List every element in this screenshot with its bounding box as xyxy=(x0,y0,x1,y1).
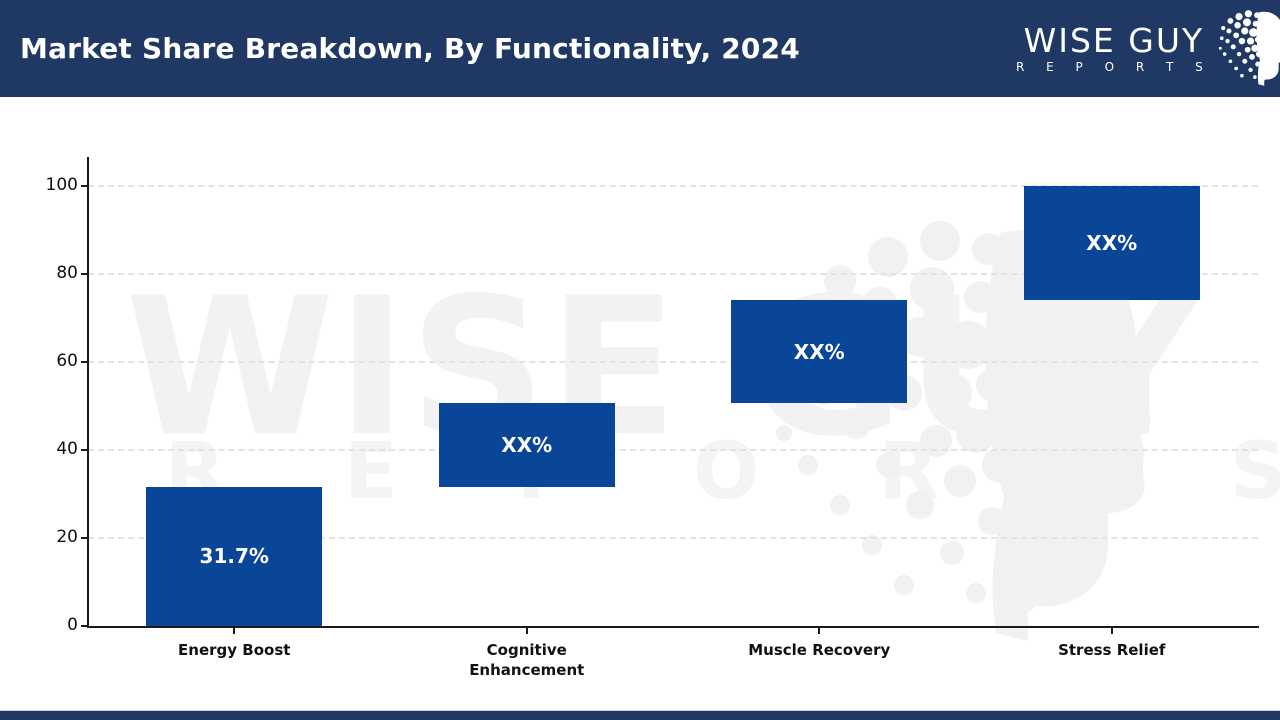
x-tick-mark xyxy=(525,628,528,634)
x-category-label: Muscle Recovery xyxy=(748,641,891,659)
brand-logo-text: WISE GUY R E P O R T S xyxy=(1016,21,1212,75)
brand-subtitle: R E P O R T S xyxy=(1016,60,1212,74)
y-gridline xyxy=(88,361,1258,363)
header-bar: Market Share Breakdown, By Functionality… xyxy=(0,0,1280,97)
bar-value-label: XX% xyxy=(501,432,553,457)
y-tick-mark xyxy=(81,625,87,627)
wise-guy-face-icon xyxy=(1218,10,1280,86)
bar-cognitive-enhancement: XX% xyxy=(438,402,615,487)
x-axis-line xyxy=(87,626,1259,628)
bar-value-label: 31.7% xyxy=(199,544,269,569)
x-tick-mark xyxy=(818,628,821,634)
bar-value-label: XX% xyxy=(793,339,845,364)
y-axis-line xyxy=(87,157,89,628)
footer-bar xyxy=(0,710,1280,720)
x-category-label: Energy Boost xyxy=(178,641,291,659)
y-gridline xyxy=(88,537,1258,539)
bar-value-label: XX% xyxy=(1086,231,1138,256)
y-tick-mark xyxy=(81,185,87,187)
bar-energy-boost: 31.7% xyxy=(146,486,323,626)
y-tick-label: 0 xyxy=(67,615,78,635)
page-title: Market Share Breakdown, By Functionality… xyxy=(20,32,800,65)
chart-area: WISE GUY R E P O R T S 0 20 40 60 80 100 31.7%… xyxy=(0,97,1280,710)
y-tick-label: 80 xyxy=(56,263,78,283)
y-tick-mark xyxy=(81,449,87,451)
y-tick-mark xyxy=(81,273,87,275)
x-category-label: Stress Relief xyxy=(1058,641,1166,659)
y-tick-label: 60 xyxy=(56,351,78,371)
x-tick-mark xyxy=(233,628,236,634)
bar-muscle-recovery: XX% xyxy=(731,300,908,403)
brand-logo: WISE GUY R E P O R T S xyxy=(1016,8,1280,90)
y-tick-mark xyxy=(81,361,87,363)
bar-stress-relief: XX% xyxy=(1023,186,1200,301)
y-tick-label: 20 xyxy=(56,527,78,547)
brand-name: WISE GUY xyxy=(1023,21,1205,60)
y-gridline xyxy=(88,185,1258,187)
x-category-label: Cognitive Enhancement xyxy=(469,641,585,679)
y-tick-mark xyxy=(81,537,87,539)
y-gridline xyxy=(88,273,1258,275)
y-tick-label: 100 xyxy=(45,175,78,195)
y-gridline xyxy=(88,449,1258,451)
x-tick-mark xyxy=(1110,628,1113,634)
y-tick-label: 40 xyxy=(56,439,78,459)
